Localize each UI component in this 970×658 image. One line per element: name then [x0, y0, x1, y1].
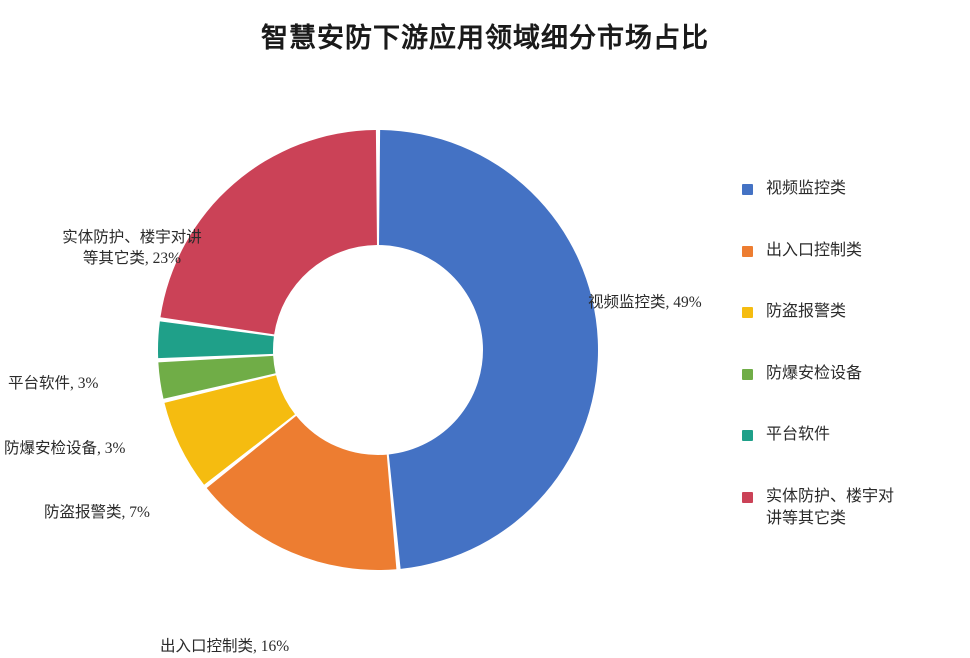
- legend-item-burglar-alarm[interactable]: 防盗报警类: [742, 301, 970, 323]
- legend-item-access-control[interactable]: 出入口控制类: [742, 240, 970, 262]
- data-label-access-control: 出入口控制类, 16%: [160, 638, 290, 655]
- legend-swatch-icon: [742, 491, 753, 503]
- legend-item-label: 防爆安检设备: [766, 364, 863, 382]
- donut-slice[interactable]: [164, 375, 295, 485]
- donut-slice[interactable]: [158, 321, 274, 359]
- legend-swatch-icon: [742, 368, 753, 380]
- legend-item-label: 平台软件: [766, 426, 831, 444]
- donut-chart-svg: [158, 130, 598, 570]
- data-label-explosion-proof-inspection: 防爆安检设备, 3%: [4, 440, 126, 457]
- donut-slice[interactable]: [206, 415, 397, 570]
- donut-slice[interactable]: [379, 130, 598, 569]
- donut-slices-group: [158, 130, 598, 570]
- legend-item-label: 视频监控类: [766, 180, 847, 197]
- legend-item-label: 防盗报警类: [766, 303, 847, 321]
- legend-item-platform-software[interactable]: 平台软件: [742, 424, 970, 446]
- legend-item-explosion-proof-inspection[interactable]: 防爆安检设备: [742, 363, 970, 385]
- donut-slice[interactable]: [158, 355, 276, 399]
- legend-swatch-icon: [742, 184, 753, 195]
- data-label-physical-protection-other: 实体防护、楼宇对讲 等其它类, 23%: [62, 229, 202, 267]
- chart-title: 智慧安防下游应用领域细分市场占比: [261, 23, 709, 53]
- legend-item-label: 实体防护、楼宇对 讲等其它类: [766, 487, 895, 527]
- donut-chart-plot-area: 视频监控类, 49% 出入口控制类, 16% 防盗报警类, 7% 防爆安检设备,…: [0, 60, 740, 655]
- legend-item-video-surveillance[interactable]: 视频监控类: [742, 178, 970, 200]
- legend-swatch-icon: [742, 245, 753, 257]
- legend-item-label: 出入口控制类: [766, 241, 863, 259]
- data-label-video-surveillance: 视频监控类, 49%: [588, 294, 702, 311]
- data-label-burglar-alarm: 防盗报警类, 7%: [44, 504, 150, 521]
- data-label-platform-software: 平台软件, 3%: [8, 375, 99, 392]
- legend-item-physical-protection-other[interactable]: 实体防护、楼宇对 讲等其它类: [742, 486, 970, 529]
- donut-slice[interactable]: [160, 130, 377, 335]
- legend-swatch-icon: [742, 307, 753, 319]
- chart-legend: 视频监控类 出入口控制类 防盗报警类 防爆安检设备 平台软件 实体防护、楼宇对 …: [742, 178, 970, 529]
- legend-swatch-icon: [742, 430, 753, 442]
